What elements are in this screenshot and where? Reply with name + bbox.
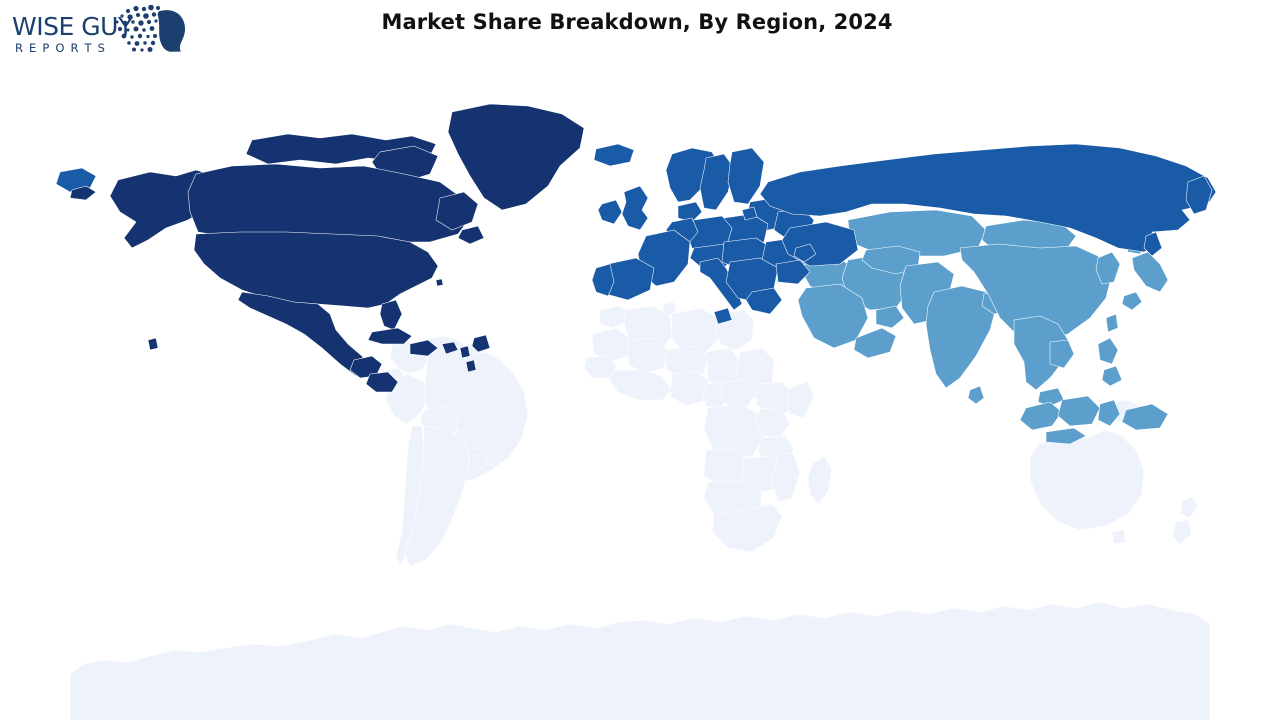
country-hispaniola-jamaica-pr[interactable] — [410, 340, 458, 356]
country-finland[interactable] — [728, 148, 764, 204]
chart-title: Market Share Breakdown, By Region, 2024 — [381, 10, 893, 34]
country-mali[interactable] — [628, 338, 668, 374]
country-drc[interactable] — [704, 404, 764, 460]
country-moldova[interactable] — [794, 244, 816, 262]
logo-wordmark-secondary: R E P O R T S — [15, 41, 106, 55]
country-indonesia-sumatra[interactable] — [1020, 402, 1062, 430]
country-philippines[interactable] — [1098, 338, 1122, 386]
country-aleutian-islands[interactable] — [70, 186, 96, 200]
country-sweden[interactable] — [700, 154, 734, 210]
territory-french-guiana[interactable] — [472, 335, 490, 352]
country-denmark[interactable] — [678, 202, 702, 222]
country-south-africa[interactable] — [712, 504, 782, 552]
country-myanmar-thailand-vietnam[interactable] — [1014, 316, 1068, 390]
country-iceland[interactable] — [594, 144, 634, 166]
region-rest-of-world — [70, 302, 1210, 720]
country-senegal-guinea[interactable] — [584, 356, 616, 378]
country-mozambique[interactable] — [772, 452, 800, 502]
country-usa-florida[interactable] — [380, 300, 402, 330]
country-laos-cambodia[interactable] — [1050, 340, 1074, 368]
country-ireland[interactable] — [598, 200, 622, 224]
country-libya[interactable] — [672, 308, 718, 354]
logo-wordmark-primary: WISE GUY — [12, 12, 134, 41]
country-india[interactable] — [926, 286, 996, 388]
country-greenland[interactable] — [448, 104, 584, 210]
country-papua-new-guinea[interactable] — [1122, 404, 1168, 430]
country-lesser-antilles[interactable] — [460, 346, 476, 372]
country-indonesia-sulawesi[interactable] — [1098, 400, 1120, 426]
continent-antarctica[interactable] — [70, 602, 1210, 720]
country-canada-labrador-newfoundland[interactable] — [436, 192, 484, 244]
world-map-container — [0, 52, 1280, 720]
country-tasmania[interactable] — [1112, 530, 1126, 544]
country-bulgaria[interactable] — [776, 260, 810, 284]
country-new-zealand[interactable] — [1172, 496, 1198, 544]
country-canada[interactable] — [188, 164, 470, 242]
country-russia-sakhalin[interactable] — [1144, 232, 1162, 256]
region-asia-pacific — [744, 210, 1168, 444]
country-yemen-oman[interactable] — [854, 306, 904, 358]
country-cuba[interactable] — [368, 328, 412, 344]
country-argentina[interactable] — [404, 426, 470, 566]
country-madagascar[interactable] — [808, 456, 832, 504]
country-peru[interactable] — [386, 374, 428, 424]
country-saudi-arabia[interactable] — [798, 284, 868, 348]
dotted-head-profile-icon — [115, 5, 186, 52]
country-australia[interactable] — [1030, 430, 1144, 530]
region-north-america — [70, 104, 584, 392]
country-malaysia[interactable] — [1038, 388, 1064, 406]
world-choropleth-map — [0, 52, 1280, 720]
country-hawaii[interactable] — [148, 338, 158, 350]
country-indonesia-borneo[interactable] — [1058, 396, 1100, 426]
country-westafrica-coast[interactable] — [610, 370, 672, 400]
country-greece[interactable] — [746, 288, 782, 314]
country-uruguay[interactable] — [468, 454, 488, 470]
country-russia[interactable] — [760, 144, 1216, 252]
country-car[interactable] — [720, 380, 756, 406]
country-niger[interactable] — [666, 346, 708, 378]
country-somalia[interactable] — [786, 382, 814, 418]
country-united-kingdom[interactable] — [622, 186, 648, 230]
country-united-states[interactable] — [194, 232, 438, 308]
region-europe — [56, 144, 1216, 324]
country-portugal[interactable] — [592, 264, 614, 296]
country-sri-lanka[interactable] — [968, 386, 984, 404]
page-header: WISE GUY R E P O R T S — [0, 0, 1280, 60]
country-ethiopia[interactable] — [756, 382, 794, 416]
country-russia-kamchatka[interactable] — [1186, 176, 1212, 214]
country-taiwan[interactable] — [1106, 314, 1118, 332]
country-indonesia-java[interactable] — [1046, 428, 1086, 444]
country-nicaragua-costa-rica-panama[interactable] — [366, 372, 398, 392]
country-russia-kaliningrad[interactable] — [742, 207, 757, 220]
country-china[interactable] — [960, 244, 1112, 342]
country-north-south-korea[interactable] — [1096, 252, 1120, 284]
logo-svg: WISE GUY R E P O R T S — [12, 5, 186, 55]
wise-guy-reports-logo: WISE GUY R E P O R T S — [10, 5, 195, 57]
country-italy[interactable] — [700, 258, 742, 324]
country-bermuda-dot[interactable] — [436, 279, 443, 286]
